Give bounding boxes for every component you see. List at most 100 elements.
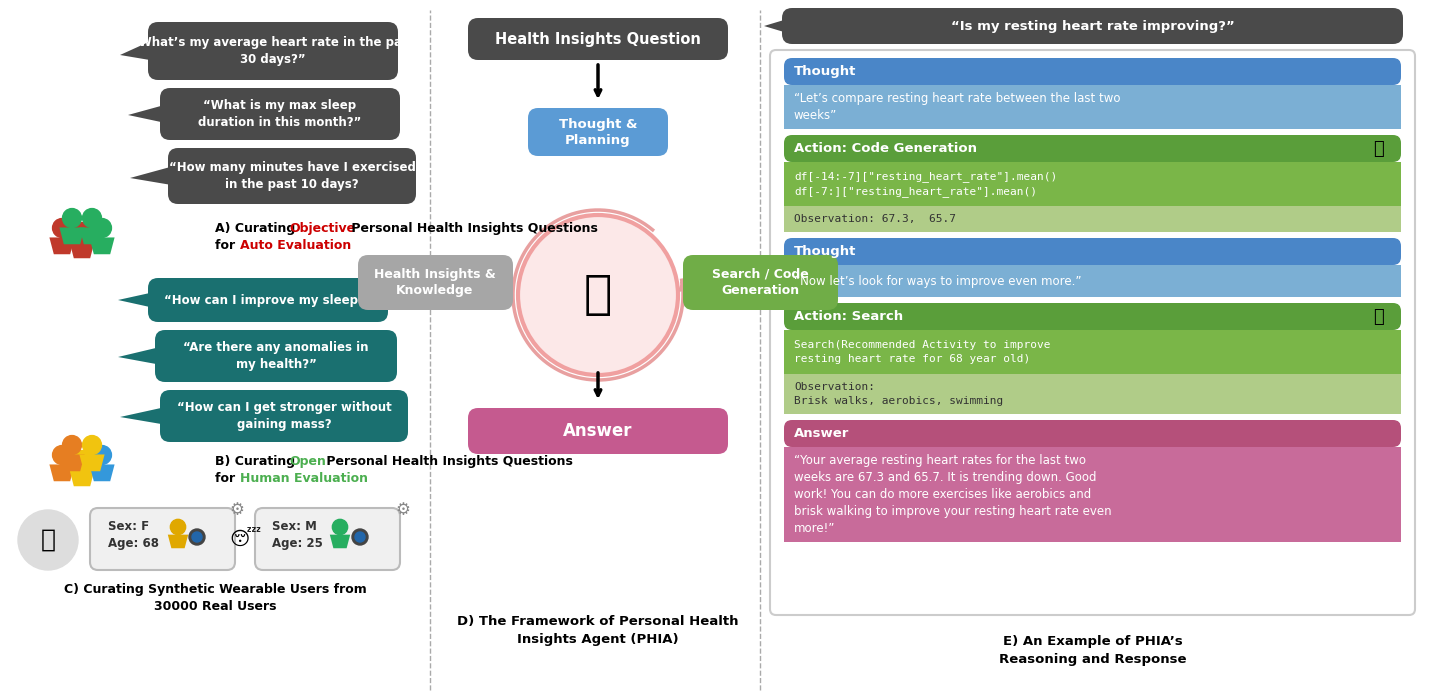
- Text: ⚙: ⚙: [396, 501, 410, 519]
- Circle shape: [189, 529, 204, 545]
- Polygon shape: [167, 534, 189, 548]
- Text: E) An Example of PHIA’s
Reasoning and Response: E) An Example of PHIA’s Reasoning and Re…: [999, 635, 1186, 666]
- Text: “What is my max sleep
duration in this month?”: “What is my max sleep duration in this m…: [199, 99, 362, 129]
- Polygon shape: [330, 534, 350, 548]
- Polygon shape: [120, 42, 149, 60]
- Circle shape: [170, 519, 186, 534]
- FancyBboxPatch shape: [785, 303, 1400, 330]
- FancyBboxPatch shape: [785, 406, 1400, 414]
- Circle shape: [53, 218, 71, 238]
- Text: df[-14:-7]["resting_heart_rate"].mean()
df[-7:]["resting_heart_rate"].mean(): df[-14:-7]["resting_heart_rate"].mean() …: [795, 172, 1057, 197]
- Text: Human Evaluation: Human Evaluation: [240, 473, 369, 486]
- Text: Action: Search: Action: Search: [795, 310, 903, 323]
- Text: “Now let’s look for ways to improve even more.”: “Now let’s look for ways to improve even…: [795, 275, 1082, 288]
- Polygon shape: [70, 241, 94, 259]
- FancyBboxPatch shape: [254, 508, 400, 570]
- FancyBboxPatch shape: [785, 162, 1400, 206]
- Polygon shape: [130, 167, 169, 184]
- Polygon shape: [50, 464, 74, 481]
- Text: “Is my resting heart rate improving?”: “Is my resting heart rate improving?”: [950, 19, 1235, 33]
- Circle shape: [333, 519, 347, 534]
- Text: ⚙: ⚙: [230, 501, 244, 519]
- Text: Answer: Answer: [795, 427, 849, 440]
- Text: Health Insights &
Knowledge: Health Insights & Knowledge: [374, 268, 496, 297]
- FancyBboxPatch shape: [782, 8, 1403, 44]
- FancyBboxPatch shape: [785, 224, 1400, 232]
- Text: D) The Framework of Personal Health
Insights Agent (PHIA): D) The Framework of Personal Health Insi…: [457, 614, 739, 646]
- FancyBboxPatch shape: [90, 508, 234, 570]
- FancyBboxPatch shape: [169, 148, 416, 204]
- Polygon shape: [50, 238, 74, 254]
- Text: B) Curating: B) Curating: [214, 455, 300, 468]
- Text: A) Curating: A) Curating: [214, 222, 300, 234]
- Text: Open: Open: [289, 455, 326, 468]
- FancyBboxPatch shape: [785, 330, 1400, 374]
- Circle shape: [93, 218, 111, 238]
- FancyBboxPatch shape: [785, 374, 1400, 414]
- FancyBboxPatch shape: [359, 255, 513, 310]
- FancyBboxPatch shape: [785, 289, 1400, 297]
- FancyBboxPatch shape: [785, 135, 1400, 162]
- FancyBboxPatch shape: [785, 420, 1400, 447]
- Text: Sex: F
Age: 68: Sex: F Age: 68: [109, 519, 159, 550]
- Polygon shape: [60, 455, 84, 471]
- Text: 🤖: 🤖: [40, 528, 56, 552]
- Circle shape: [63, 208, 81, 227]
- FancyBboxPatch shape: [149, 278, 389, 322]
- Text: Action: Code Generation: Action: Code Generation: [795, 142, 977, 155]
- Text: Search(Recommended Activity to improve
resting heart rate for 68 year old): Search(Recommended Activity to improve r…: [795, 341, 1050, 363]
- Text: Personal Health Insights Questions: Personal Health Insights Questions: [347, 222, 597, 234]
- FancyBboxPatch shape: [785, 447, 1400, 542]
- Text: “How many minutes have I exercised
in the past 10 days?: “How many minutes have I exercised in th…: [169, 161, 416, 190]
- FancyBboxPatch shape: [785, 121, 1400, 129]
- Polygon shape: [129, 106, 160, 122]
- Text: for: for: [214, 238, 240, 252]
- Circle shape: [83, 436, 101, 455]
- FancyBboxPatch shape: [683, 255, 837, 310]
- Text: “What’s my average heart rate in the past
30 days?”: “What’s my average heart rate in the pas…: [131, 36, 414, 66]
- Text: “How can I get stronger without
gaining mass?: “How can I get stronger without gaining …: [177, 401, 392, 431]
- FancyBboxPatch shape: [785, 534, 1400, 542]
- Circle shape: [517, 215, 677, 375]
- Polygon shape: [90, 238, 114, 254]
- Polygon shape: [70, 469, 94, 486]
- Text: Thought: Thought: [795, 245, 856, 258]
- Text: 😴: 😴: [230, 530, 260, 550]
- Polygon shape: [119, 348, 154, 363]
- Circle shape: [191, 532, 201, 542]
- Text: Sex: M
Age: 25: Sex: M Age: 25: [272, 519, 323, 550]
- FancyBboxPatch shape: [154, 330, 397, 382]
- Circle shape: [73, 222, 91, 241]
- Circle shape: [73, 450, 91, 469]
- Text: “Your average resting heart rates for the last two
weeks are 67.3 and 65.7. It i: “Your average resting heart rates for th…: [795, 454, 1112, 535]
- Circle shape: [63, 436, 81, 455]
- Text: Thought: Thought: [795, 65, 856, 78]
- Polygon shape: [80, 455, 104, 471]
- Text: 🔍: 🔍: [1373, 307, 1385, 325]
- Text: 🤖: 🤖: [584, 272, 612, 318]
- Polygon shape: [120, 408, 160, 424]
- Polygon shape: [80, 227, 104, 244]
- FancyBboxPatch shape: [149, 22, 399, 80]
- Text: C) Curating Synthetic Wearable Users from
30000 Real Users: C) Curating Synthetic Wearable Users fro…: [64, 582, 366, 614]
- Circle shape: [53, 445, 71, 464]
- Circle shape: [93, 445, 111, 464]
- FancyBboxPatch shape: [469, 18, 727, 60]
- Text: Search / Code
Generation: Search / Code Generation: [712, 268, 809, 297]
- Polygon shape: [765, 21, 782, 31]
- FancyBboxPatch shape: [469, 408, 727, 454]
- Text: Observation: 67.3,  65.7: Observation: 67.3, 65.7: [795, 214, 956, 224]
- Polygon shape: [60, 227, 84, 244]
- Text: for: for: [214, 473, 240, 486]
- FancyBboxPatch shape: [527, 108, 667, 156]
- FancyBboxPatch shape: [160, 88, 400, 140]
- Text: Observation:
Brisk walks, aerobics, swimming: Observation: Brisk walks, aerobics, swim…: [795, 382, 1003, 406]
- FancyBboxPatch shape: [785, 85, 1400, 129]
- FancyBboxPatch shape: [770, 50, 1415, 615]
- Text: “Let’s compare resting heart rate between the last two
weeks”: “Let’s compare resting heart rate betwee…: [795, 92, 1120, 122]
- Text: Answer: Answer: [563, 422, 633, 440]
- Text: Health Insights Question: Health Insights Question: [494, 31, 702, 47]
- Polygon shape: [119, 293, 149, 306]
- Text: 🐍: 🐍: [1373, 140, 1385, 158]
- Circle shape: [354, 532, 364, 542]
